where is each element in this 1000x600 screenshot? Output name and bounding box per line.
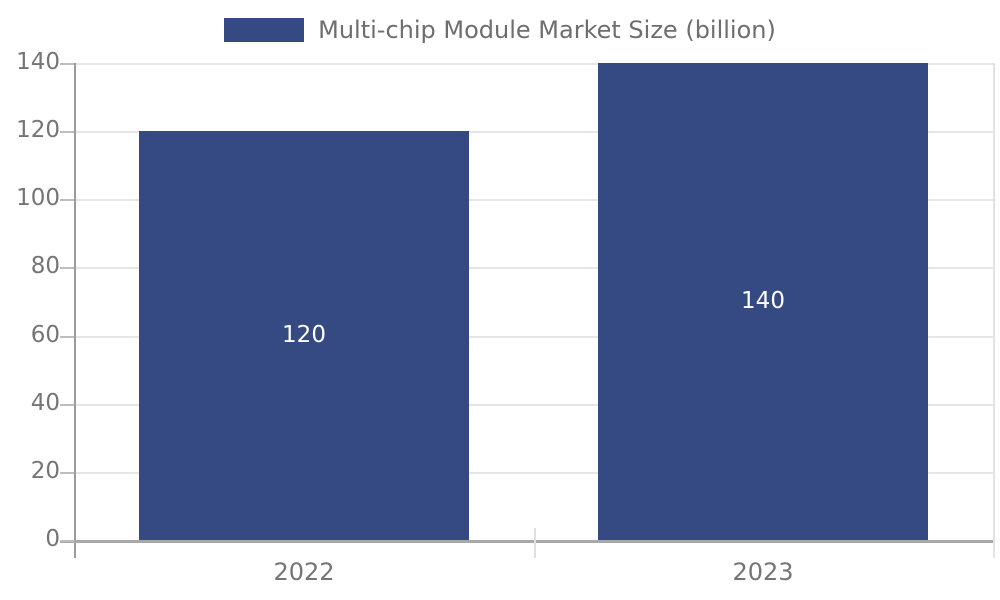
gridline <box>74 131 993 134</box>
x-tick-label: 2022 <box>273 558 335 586</box>
y-tick-mark <box>60 131 74 134</box>
gridline <box>74 335 993 338</box>
legend-swatch <box>224 18 305 42</box>
y-tick-label: 120 <box>16 117 60 144</box>
y-tick-mark <box>60 471 74 474</box>
bar-value-label: 140 <box>741 288 785 314</box>
chart-legend: Multi-chip Module Market Size (billion) <box>0 16 1000 44</box>
y-tick-label: 0 <box>45 526 60 552</box>
legend-label: Multi-chip Module Market Size (billion) <box>318 16 776 44</box>
y-tick-mark <box>60 403 74 406</box>
y-tick-mark <box>60 267 74 270</box>
y-tick-mark <box>60 540 74 542</box>
gridline <box>74 63 993 65</box>
y-tick-mark <box>60 63 74 65</box>
y-tick-mark <box>60 335 74 338</box>
y-tick-label: 20 <box>30 457 60 484</box>
plot-area <box>74 63 993 540</box>
gridline <box>74 471 993 474</box>
gridline <box>74 199 993 202</box>
x-tick-label: 2023 <box>732 558 794 586</box>
y-tick-label: 80 <box>30 253 60 280</box>
y-axis-line <box>74 63 76 558</box>
gridline <box>74 403 993 406</box>
bar <box>598 63 928 540</box>
x-axis-line <box>60 540 993 543</box>
y-tick-label: 60 <box>30 321 60 348</box>
plot-right-border <box>993 63 995 558</box>
y-tick-label: 140 <box>16 49 60 75</box>
y-tick-label: 100 <box>16 185 60 212</box>
bar <box>139 131 469 540</box>
gridline <box>74 267 993 270</box>
y-tick-label: 40 <box>30 389 60 416</box>
bar-value-label: 120 <box>282 322 326 348</box>
x-boundary-tick <box>534 528 536 558</box>
y-tick-mark <box>60 199 74 202</box>
